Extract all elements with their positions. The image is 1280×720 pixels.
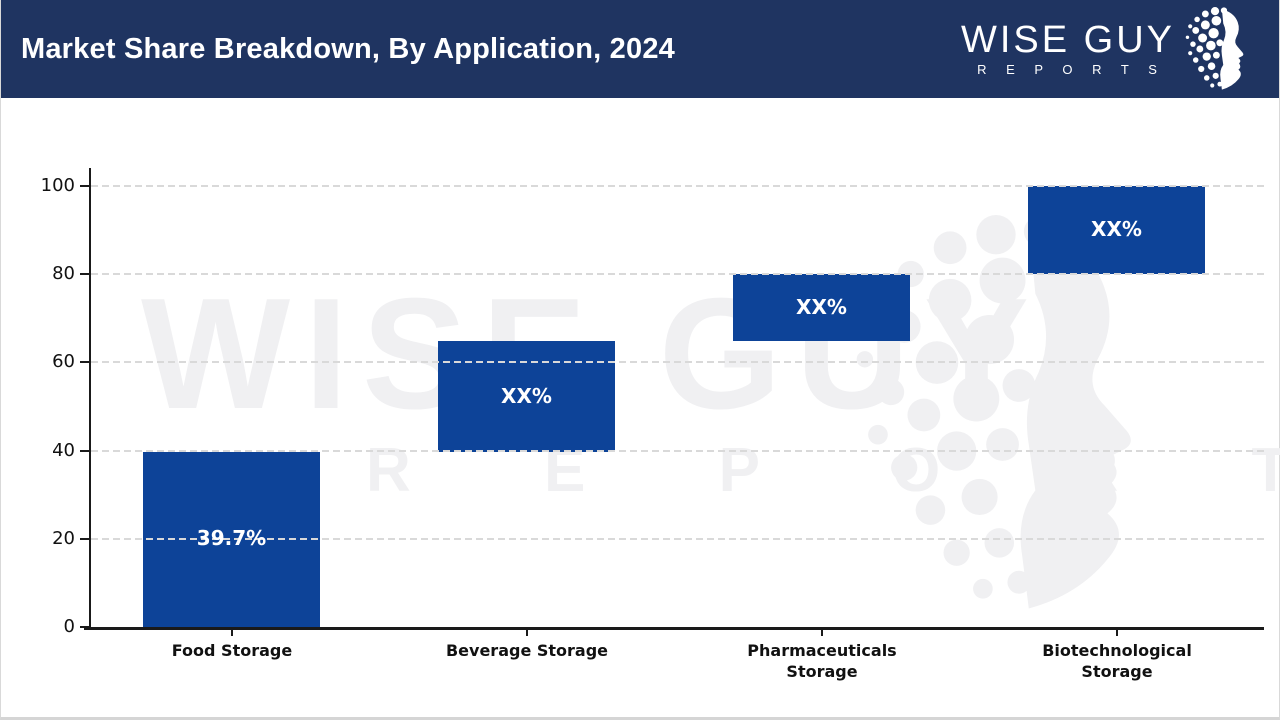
x-category-label: Biotechnological Storage <box>1042 641 1192 681</box>
gridline <box>91 273 1264 276</box>
y-tick-label: 80 <box>52 263 75 285</box>
bar-value-label: 39.7% <box>196 526 267 550</box>
brand-name: WISE GUY <box>960 19 1175 61</box>
header: Market Share Breakdown, By Application, … <box>1 0 1279 98</box>
gridline <box>91 537 1264 540</box>
x-tick-mark <box>1116 627 1118 636</box>
x-category-label: Food Storage <box>171 641 293 660</box>
x-tick-mark <box>231 627 233 636</box>
x-category-label: Pharmaceuticals Storage <box>747 641 897 681</box>
gridline <box>91 449 1264 452</box>
y-tick-mark <box>80 537 89 540</box>
bar-value-label: XX% <box>1091 217 1142 241</box>
y-tick-mark <box>80 273 89 276</box>
y-axis-line <box>89 168 91 629</box>
y-tick-label: 20 <box>52 527 75 549</box>
brand-subtitle: R E P O R T S <box>977 62 1165 77</box>
x-category-label: Beverage Storage <box>445 641 609 660</box>
y-tick-label: 60 <box>52 351 75 373</box>
y-tick-mark <box>80 185 89 187</box>
y-tick-label: 100 <box>40 175 75 196</box>
bar-value-label: XX% <box>501 384 552 408</box>
brand-text: WISE GUY R E P O R T S <box>961 21 1175 77</box>
x-tick-mark <box>526 627 528 636</box>
y-tick-mark <box>80 626 89 628</box>
gridline <box>91 185 1264 187</box>
brand-logo: WISE GUY R E P O R T S <box>961 7 1251 91</box>
y-tick-mark <box>80 449 89 452</box>
y-tick-label: 40 <box>52 439 75 461</box>
page-title: Market Share Breakdown, By Application, … <box>21 32 675 65</box>
bar-value-label: XX% <box>796 295 847 319</box>
wiseguy-head-icon <box>1179 7 1251 91</box>
y-tick-mark <box>80 361 89 364</box>
y-tick-label: 0 <box>63 616 75 637</box>
waterfall-bar <box>438 341 615 452</box>
x-tick-mark <box>821 627 823 636</box>
gridline <box>91 361 1264 364</box>
x-axis-line <box>84 627 1264 630</box>
